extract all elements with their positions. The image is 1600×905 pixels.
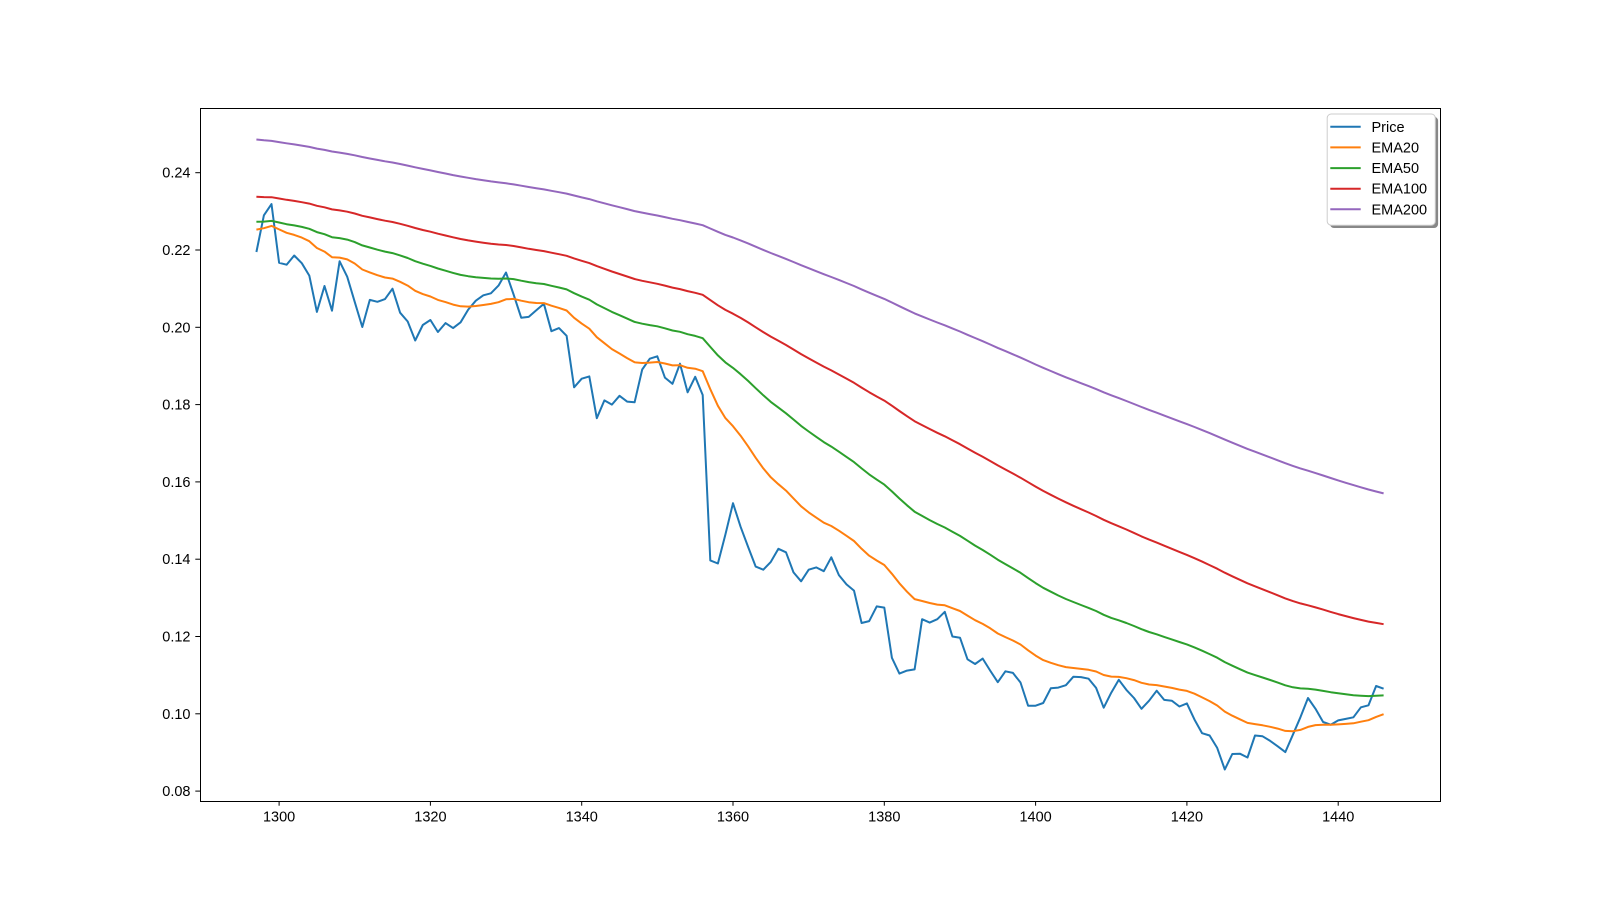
svg-text:1400: 1400 <box>1019 810 1051 826</box>
svg-text:0.22: 0.22 <box>162 243 190 259</box>
svg-text:1380: 1380 <box>868 810 900 826</box>
svg-text:0.24: 0.24 <box>162 166 190 182</box>
svg-text:0.08: 0.08 <box>162 784 190 800</box>
svg-text:EMA100: EMA100 <box>1372 182 1428 198</box>
svg-text:1440: 1440 <box>1322 810 1354 826</box>
svg-text:1360: 1360 <box>717 810 749 826</box>
svg-text:0.20: 0.20 <box>162 320 190 336</box>
svg-text:1320: 1320 <box>414 810 446 826</box>
svg-text:1340: 1340 <box>566 810 598 826</box>
svg-text:1420: 1420 <box>1171 810 1203 826</box>
svg-text:EMA50: EMA50 <box>1372 161 1420 177</box>
svg-text:0.14: 0.14 <box>162 552 190 568</box>
svg-text:0.16: 0.16 <box>162 475 190 491</box>
svg-text:Price: Price <box>1372 120 1405 136</box>
svg-text:EMA200: EMA200 <box>1372 202 1428 218</box>
svg-text:1300: 1300 <box>263 810 295 826</box>
svg-text:EMA20: EMA20 <box>1372 140 1420 156</box>
svg-text:0.12: 0.12 <box>162 630 190 646</box>
svg-text:0.10: 0.10 <box>162 707 190 723</box>
svg-text:0.18: 0.18 <box>162 398 190 414</box>
